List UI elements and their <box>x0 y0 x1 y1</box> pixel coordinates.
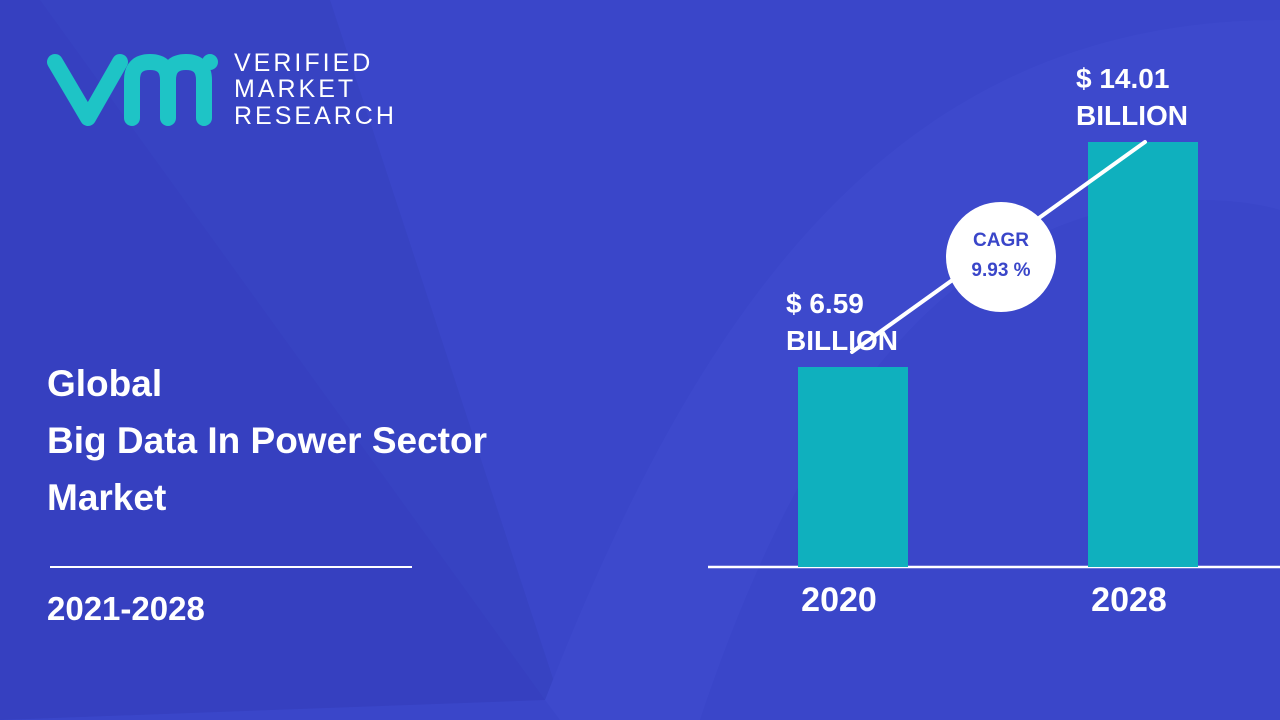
value-label: $ 14.01 BILLION <box>1076 63 1188 132</box>
title-line: Big Data In Power Sector <box>47 420 487 461</box>
x-tick-label: 2028 <box>1091 581 1167 619</box>
period: 2021-2028 <box>47 590 205 627</box>
logo-mark <box>47 54 219 126</box>
bar <box>1088 142 1198 567</box>
cagr: CAGR 9.93 % <box>946 226 1056 286</box>
cagr-value: 9.93 % <box>971 260 1031 281</box>
bg-shape <box>0 0 545 720</box>
logo-text: MARKET <box>234 75 357 103</box>
logo-text: VERIFIED <box>234 49 374 77</box>
x-tick-label: 2020 <box>801 581 877 619</box>
bar <box>798 367 908 567</box>
title-line: Global <box>47 363 163 404</box>
cagr-circle <box>946 202 1056 312</box>
cagr-label: CAGR <box>973 230 1029 251</box>
logo-text: RESEARCH <box>234 102 397 130</box>
title-line: Market <box>47 477 167 518</box>
